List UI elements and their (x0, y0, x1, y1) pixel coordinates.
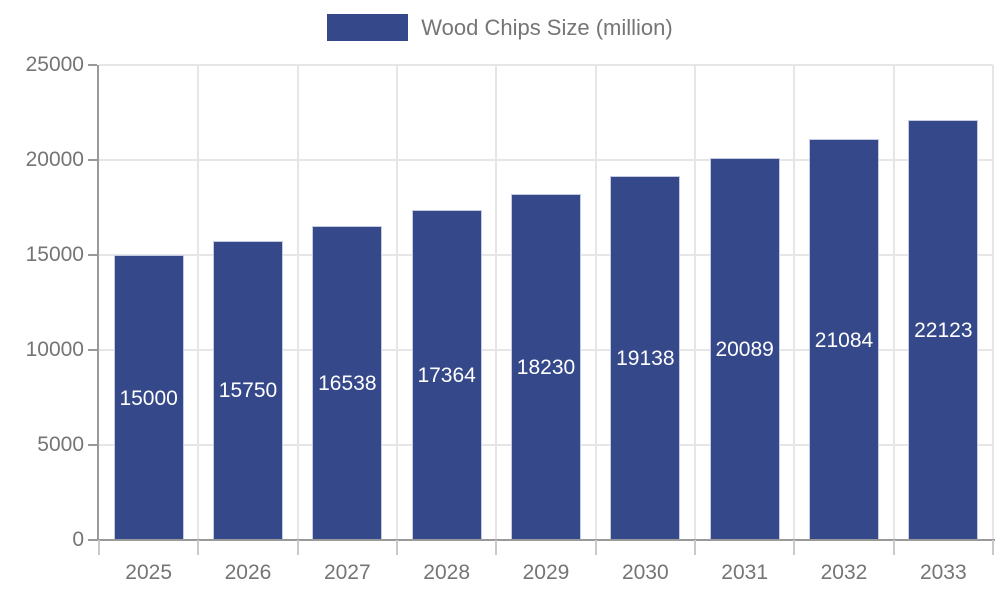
bar-2030[interactable]: 19138 (610, 176, 681, 540)
gridline-v-5 (594, 65, 597, 540)
y-tick-label-10000: 10000 (25, 338, 84, 361)
y-tick-label-15000: 15000 (25, 243, 84, 266)
gridline-h-20000 (99, 159, 993, 161)
gridline-v-1 (197, 65, 200, 540)
y-tick-15000 (88, 254, 97, 256)
bar-value-2028: 17364 (417, 364, 476, 388)
y-tick-label-5000: 5000 (37, 433, 84, 456)
x-tick-3 (396, 540, 398, 555)
legend-label: Wood Chips Size (million) (421, 14, 673, 40)
bar-value-2033: 22123 (914, 318, 973, 342)
bar-value-2030: 19138 (616, 347, 675, 371)
bar-value-2026: 15750 (218, 379, 278, 403)
plot-area: 15000 15750 16538 17364 18230 19138 20089 21084… (99, 64, 994, 540)
y-axis-line (97, 65, 99, 540)
x-tick-8 (892, 540, 895, 555)
x-axis-label-2026: 2026 (224, 561, 272, 584)
gridline-v-2 (296, 65, 299, 540)
y-tick-label-20000: 20000 (25, 148, 84, 171)
x-axis-label-2030: 2030 (621, 561, 669, 584)
gridline-v-3 (396, 65, 398, 540)
bar-value-2025: 15000 (119, 386, 178, 410)
bar-2033[interactable]: 22123 (908, 119, 979, 540)
bar-2027[interactable]: 16538 (312, 225, 383, 540)
y-tick-25000 (88, 64, 97, 66)
bar-2031[interactable]: 20089 (709, 158, 780, 540)
legend-swatch (327, 14, 409, 41)
x-axis-label-2032: 2032 (820, 561, 868, 584)
x-axis-label-2025: 2025 (125, 561, 173, 584)
x-tick-7 (793, 540, 796, 555)
bar-2032[interactable]: 21084 (809, 139, 879, 540)
x-axis-label-2028: 2028 (423, 561, 471, 584)
y-tick-0 (88, 539, 97, 541)
x-tick-2 (296, 540, 299, 555)
bar-2028[interactable]: 17364 (411, 210, 482, 540)
x-tick-0 (98, 540, 100, 555)
x-tick-4 (495, 540, 498, 555)
legend[interactable]: Wood Chips Size (million) (0, 14, 1000, 41)
x-tick-6 (694, 540, 696, 555)
y-tick-20000 (88, 159, 97, 161)
bar-value-2029: 18230 (516, 355, 576, 379)
bar-2026[interactable]: 15750 (213, 240, 283, 540)
x-axis-line (97, 539, 995, 541)
x-axis-label-2027: 2027 (323, 561, 371, 584)
x-tick-9 (992, 540, 994, 555)
y-tick-label-25000: 25000 (25, 53, 84, 76)
x-axis-label-2031: 2031 (721, 561, 769, 584)
x-tick-5 (594, 540, 597, 555)
y-tick-10000 (88, 349, 97, 351)
bar-2025[interactable]: 15000 (113, 255, 184, 540)
gridline-v-7 (793, 65, 796, 540)
x-axis-label-2033: 2033 (919, 561, 967, 584)
x-axis-label-2029: 2029 (522, 561, 570, 584)
bar-value-2031: 20089 (715, 338, 774, 362)
y-tick-label-0: 0 (72, 528, 84, 551)
bar-2029[interactable]: 18230 (511, 193, 581, 540)
gridline-v-8 (892, 65, 895, 540)
bar-value-2032: 21084 (814, 328, 874, 352)
gridline-v-9 (992, 65, 994, 540)
x-tick-1 (197, 540, 200, 555)
gridline-v-4 (495, 65, 498, 540)
y-tick-5000 (88, 444, 97, 446)
gridline-v-6 (694, 65, 696, 540)
bar-value-2027: 16538 (318, 371, 377, 395)
gridline-h-25000 (99, 64, 993, 66)
